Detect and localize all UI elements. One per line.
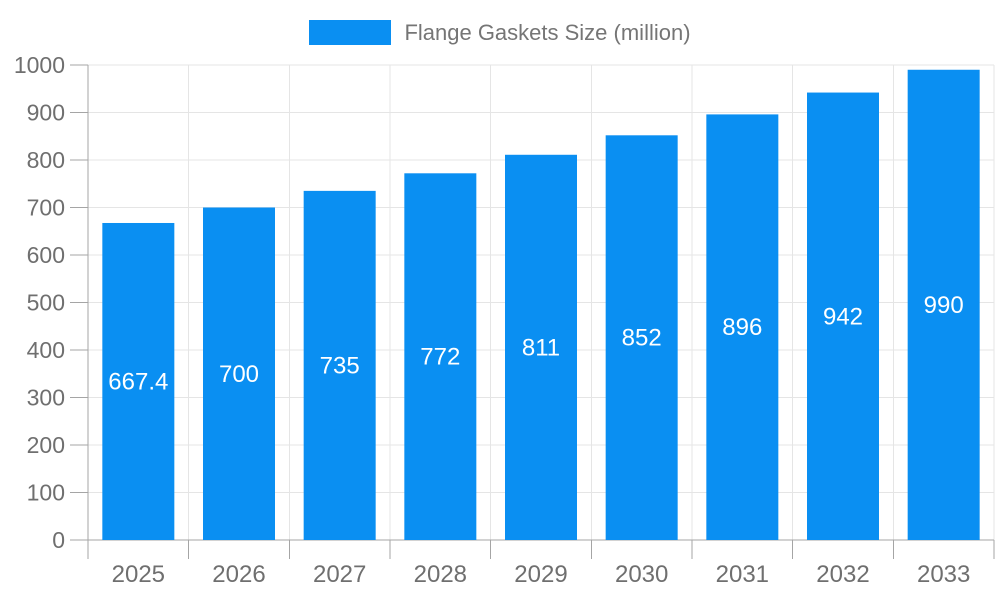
y-axis-tick-label: 100	[27, 480, 65, 506]
bar-value-label: 667.4	[108, 368, 168, 395]
x-axis-category-label: 2025	[112, 561, 165, 588]
bar-value-label: 896	[722, 314, 762, 341]
bar-2030[interactable]	[605, 135, 678, 541]
y-axis-tick-label: 900	[27, 100, 65, 126]
y-axis-tick-label: 300	[27, 385, 65, 411]
x-axis-category-label: 2032	[816, 561, 869, 588]
bar-2027[interactable]	[303, 190, 376, 540]
bar-2026[interactable]	[203, 207, 275, 541]
x-axis-category-label: 2027	[313, 561, 366, 588]
y-axis-tick-label: 0	[52, 527, 65, 553]
bar-2028[interactable]	[404, 173, 477, 541]
bar-2025[interactable]	[102, 222, 175, 541]
bar-2029[interactable]	[505, 154, 577, 540]
x-axis-category-label: 2029	[514, 561, 567, 588]
bar-value-label: 942	[823, 303, 863, 330]
x-axis-category-label: 2026	[212, 561, 265, 588]
y-axis-tick-label: 800	[27, 147, 65, 173]
bar-value-label: 735	[320, 352, 360, 379]
bar-value-label: 811	[522, 334, 560, 361]
x-axis-category-label: 2033	[917, 561, 970, 588]
bar-2033[interactable]	[907, 69, 980, 540]
y-axis-tick-label: 200	[27, 432, 65, 458]
x-axis-category-label: 2031	[716, 561, 769, 588]
bar-value-label: 700	[219, 361, 259, 388]
y-axis-tick-label: 500	[27, 290, 65, 316]
y-axis-tick-label: 400	[27, 337, 65, 363]
legend-label: Flange Gaskets Size (million)	[404, 20, 691, 45]
legend-swatch-icon	[309, 20, 392, 45]
bar-2031[interactable]	[706, 114, 779, 541]
bar-value-label: 772	[420, 344, 460, 371]
x-axis-category-label: 2030	[615, 561, 668, 588]
bar-2032[interactable]	[807, 92, 879, 541]
legend-item[interactable]: Flange Gaskets Size (million)	[309, 20, 691, 45]
bar-value-label: 990	[924, 292, 964, 319]
y-axis-tick-label: 1000	[14, 52, 65, 78]
y-axis-tick-label: 700	[27, 195, 65, 221]
bar-value-label: 852	[622, 325, 662, 352]
y-axis-tick-label: 600	[27, 242, 65, 268]
x-axis-category-label: 2028	[414, 561, 467, 588]
legend: Flange Gaskets Size (million)	[0, 20, 1000, 45]
